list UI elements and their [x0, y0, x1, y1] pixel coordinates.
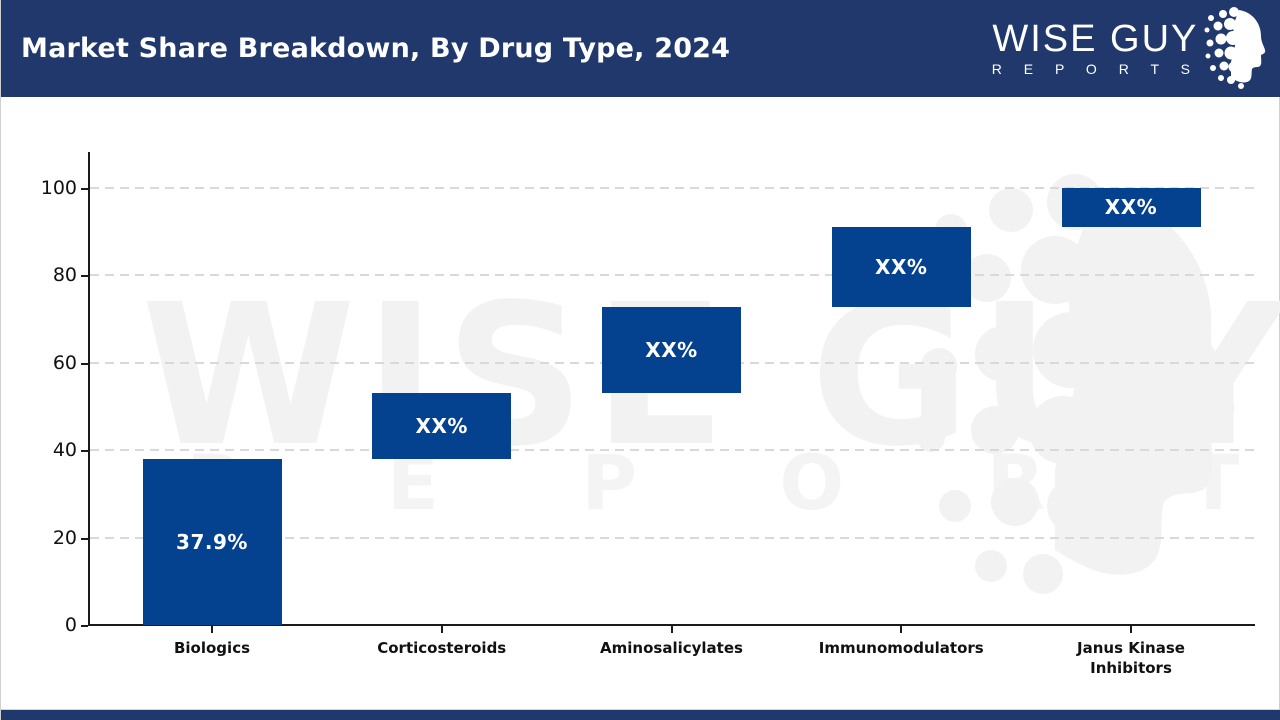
y-tick: [81, 275, 88, 277]
x-tick: [1130, 626, 1132, 633]
wise-guy-logo: WISE GUY R E P O R T S: [992, 6, 1280, 92]
y-tick: [81, 362, 88, 365]
bar-segment: XX%: [372, 393, 512, 460]
gridline: [90, 536, 1255, 539]
category-label: Immunomodulators: [818, 639, 984, 657]
logo-text: WISE GUY R E P O R T S: [992, 19, 1199, 78]
logo-wordmark: WISE GUY: [992, 18, 1199, 60]
y-axis-line: [88, 152, 90, 626]
y-tick-label: 0: [64, 614, 77, 636]
bar-value-label: XX%: [645, 337, 698, 362]
footer-divider: [1, 709, 1280, 710]
waterfall-chart: 0 20 40 60 80 100 37.9% Biologics XX% Corticoster…: [1, 97, 1280, 710]
bar-segment: XX%: [831, 226, 971, 307]
logo-subtitle: R E P O R T S: [991, 61, 1199, 77]
bar-value-label: XX%: [1104, 195, 1158, 220]
x-tick: [440, 626, 443, 633]
head-profile-icon: [1204, 6, 1266, 89]
y-tick-label: 20: [52, 526, 77, 549]
y-tick-label: 100: [40, 176, 77, 199]
category-label: Biologics: [173, 639, 251, 657]
bar-value-label: XX%: [875, 254, 928, 279]
y-tick-label: 60: [52, 351, 77, 374]
bar-segment: XX%: [602, 306, 741, 394]
category-label: Aminosalicylates: [600, 639, 743, 657]
bar-value-label: XX%: [415, 414, 468, 439]
x-axis-line: [88, 624, 1255, 626]
category-label: Corticosteroids: [377, 639, 507, 657]
bar-segment: 37.9%: [142, 459, 282, 625]
y-tick: [81, 450, 88, 452]
x-tick: [670, 626, 673, 633]
footer-bar: [1, 710, 1280, 720]
bar-value-label: 37.9%: [176, 530, 248, 555]
y-tick: [81, 537, 88, 540]
header: Market Share Breakdown, By Drug Type, 20…: [1, 0, 1280, 97]
gridline: [90, 449, 1255, 451]
x-tick: [900, 626, 903, 633]
gridline: [90, 186, 1255, 189]
page-title: Market Share Breakdown, By Drug Type, 20…: [21, 33, 731, 64]
y-tick: [81, 187, 88, 190]
category-label: Janus Kinase Inhibitors: [1077, 639, 1185, 677]
y-tick-label: 40: [52, 439, 77, 461]
x-tick: [211, 626, 213, 633]
y-tick-label: 80: [52, 264, 77, 286]
bar-segment: XX%: [1061, 187, 1201, 227]
gridline: [90, 274, 1255, 276]
y-tick: [81, 625, 88, 627]
